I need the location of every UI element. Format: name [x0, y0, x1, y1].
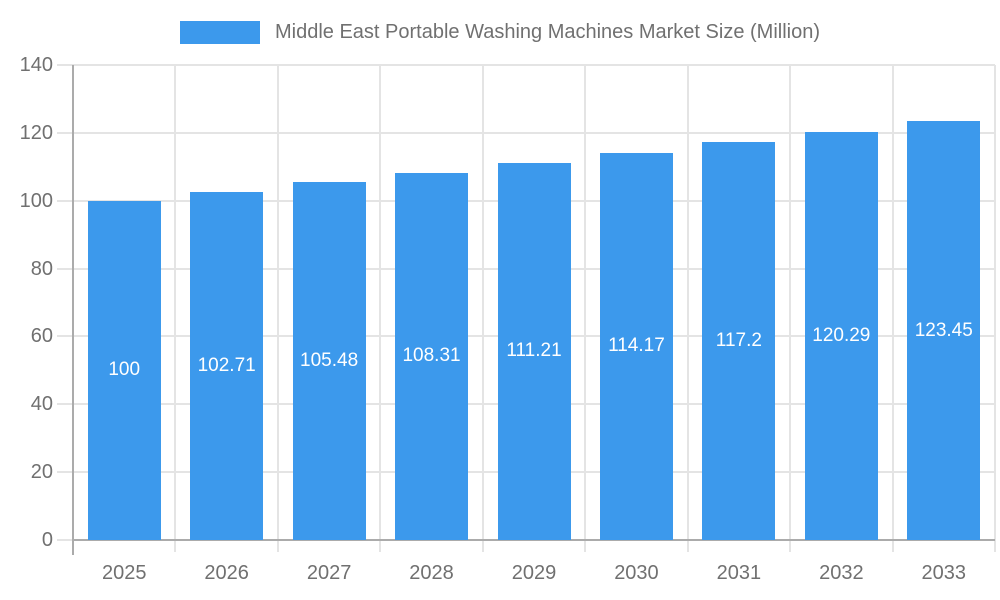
y-axis-tick: [57, 539, 73, 541]
bar[interactable]: 120.29: [804, 131, 878, 540]
bar[interactable]: 117.2: [702, 142, 776, 540]
gridline-vertical: [481, 65, 484, 552]
bar-value-label: 123.45: [914, 319, 973, 341]
bar-value-label: 108.31: [402, 345, 461, 367]
bar-value-label: 120.29: [812, 324, 871, 346]
bar[interactable]: 108.31: [395, 172, 469, 540]
bar[interactable]: 123.45: [907, 121, 981, 540]
bar-value-label: 105.48: [300, 350, 359, 372]
x-axis-tick-label: 2033: [921, 562, 967, 584]
y-axis-tick-label: 100: [19, 189, 53, 212]
gridline-horizontal: [57, 64, 995, 66]
bar-value-label: 111.21: [506, 340, 562, 362]
bar[interactable]: 100: [87, 200, 161, 540]
gridline-horizontal: [57, 131, 995, 134]
x-axis-tick-label: 2032: [819, 562, 864, 584]
gridline-vertical: [891, 65, 894, 552]
y-axis-tick-label: 80: [30, 257, 53, 280]
x-axis-tick-label: 2031: [716, 562, 762, 584]
x-axis-tick-label: 2028: [409, 562, 454, 584]
bar[interactable]: 105.48: [292, 182, 366, 540]
gridline-vertical: [994, 65, 996, 552]
chart-legend[interactable]: Middle East Portable Washing Machines Ma…: [0, 20, 1000, 44]
legend-label: Middle East Portable Washing Machines Ma…: [274, 20, 821, 43]
bar[interactable]: 114.17: [599, 152, 673, 540]
gridline-vertical: [276, 65, 279, 552]
gridline-vertical: [686, 65, 689, 552]
gridline-vertical: [789, 65, 792, 552]
gridline-vertical: [379, 65, 382, 552]
y-axis-tick-label: 0: [41, 529, 53, 551]
bar-value-label: 117.2: [715, 330, 762, 352]
x-axis-tick-label: 2030: [614, 562, 659, 584]
x-axis-line: [73, 539, 995, 541]
y-axis-line: [72, 65, 74, 555]
y-axis-tick-label: 140: [19, 54, 53, 76]
y-axis-tick-label: 120: [19, 121, 53, 144]
y-axis-tick-label: 20: [30, 461, 53, 484]
gridline-vertical: [174, 65, 177, 552]
y-axis-tick-label: 60: [30, 325, 53, 348]
x-axis-tick-label: 2026: [204, 562, 249, 584]
y-axis-tick-label: 40: [30, 393, 53, 416]
gridline-vertical: [584, 65, 587, 552]
bar-value-label: 100: [108, 359, 141, 381]
x-axis-tick-label: 2025: [101, 562, 147, 584]
bar[interactable]: 102.71: [190, 191, 264, 540]
legend-swatch: [179, 20, 260, 44]
x-axis-tick-label: 2029: [511, 562, 557, 584]
bar-value-label: 102.71: [197, 354, 256, 376]
plot-area: 0 20 40 60 80 100 120 140 100 102.71 105.48 108.31 1…: [20, 54, 996, 584]
bar[interactable]: 111.21: [497, 162, 571, 540]
bar-value-label: 114.17: [608, 335, 665, 357]
x-axis-tick-label: 2027: [306, 562, 352, 584]
